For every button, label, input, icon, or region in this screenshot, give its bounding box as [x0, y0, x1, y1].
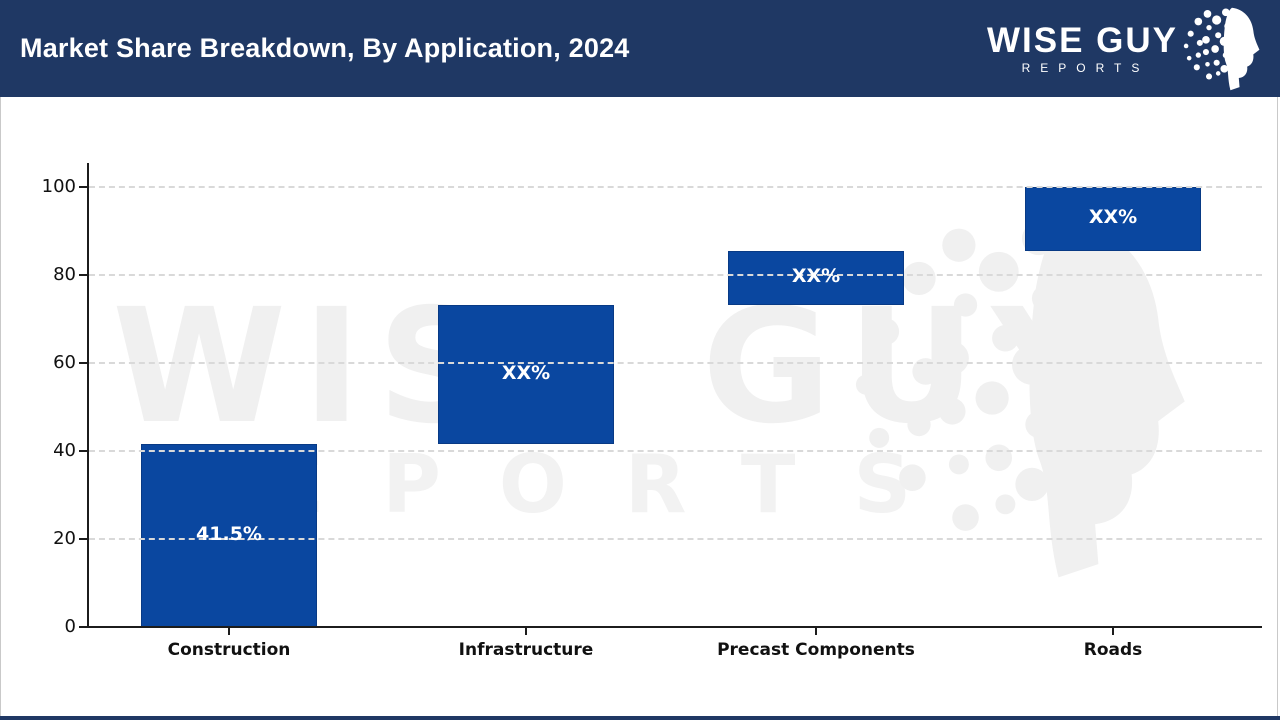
y-tick-label-60: 60 [53, 352, 76, 373]
x-tick-label-3: Roads [1083, 640, 1143, 660]
y-tick-label-40: 40 [53, 440, 76, 461]
bar-infrastructure [438, 305, 614, 444]
y-tick-mark-100 [79, 186, 87, 188]
brand-subname: REPORTS [1021, 60, 1150, 75]
y-tick-mark-20 [79, 538, 87, 540]
gridline-100 [89, 186, 1262, 188]
x-tick-label-1: Infrastructure [458, 640, 594, 660]
brand-name: WISE GUY [986, 20, 1178, 60]
x-axis-line [87, 626, 1262, 628]
y-tick-mark-80 [79, 274, 87, 276]
footer-bar [0, 716, 1280, 720]
y-tick-mark-0 [79, 626, 87, 628]
bar-value-label-2: XX% [791, 265, 841, 287]
brand-logo-text: WISE GUY REPORTS [987, 23, 1178, 75]
header-bar: Market Share Breakdown, By Application, … [0, 0, 1280, 97]
gridline-80 [89, 274, 1262, 276]
y-tick-label-20: 20 [53, 528, 76, 549]
bar-roads [1025, 187, 1201, 251]
x-tick-label-0: Construction [167, 640, 291, 660]
bar-construction [141, 444, 317, 627]
x-tick-mark-2 [815, 628, 817, 635]
x-tick-mark-1 [525, 628, 527, 635]
page-title: Market Share Breakdown, By Application, … [20, 33, 630, 63]
gridline-60 [89, 362, 1262, 364]
brand-logo: WISE GUY REPORTS [987, 6, 1280, 92]
gridline-40 [89, 450, 1262, 452]
y-tick-label-100: 100 [41, 176, 76, 197]
x-tick-mark-3 [1112, 628, 1114, 635]
gridline-20 [89, 538, 1262, 540]
y-tick-label-80: 80 [53, 264, 76, 285]
y-axis-line [87, 163, 89, 628]
y-tick-mark-60 [79, 362, 87, 364]
x-tick-label-2: Precast Components [717, 640, 915, 660]
bar-value-label-1: XX% [501, 361, 551, 384]
x-tick-mark-0 [228, 628, 230, 635]
y-tick-mark-40 [79, 450, 87, 452]
y-tick-label-0: 0 [64, 616, 76, 637]
bar-precast-components [728, 251, 904, 305]
bar-value-label-3: XX% [1088, 206, 1138, 228]
bar-value-label-0: 41.5% [196, 522, 262, 545]
